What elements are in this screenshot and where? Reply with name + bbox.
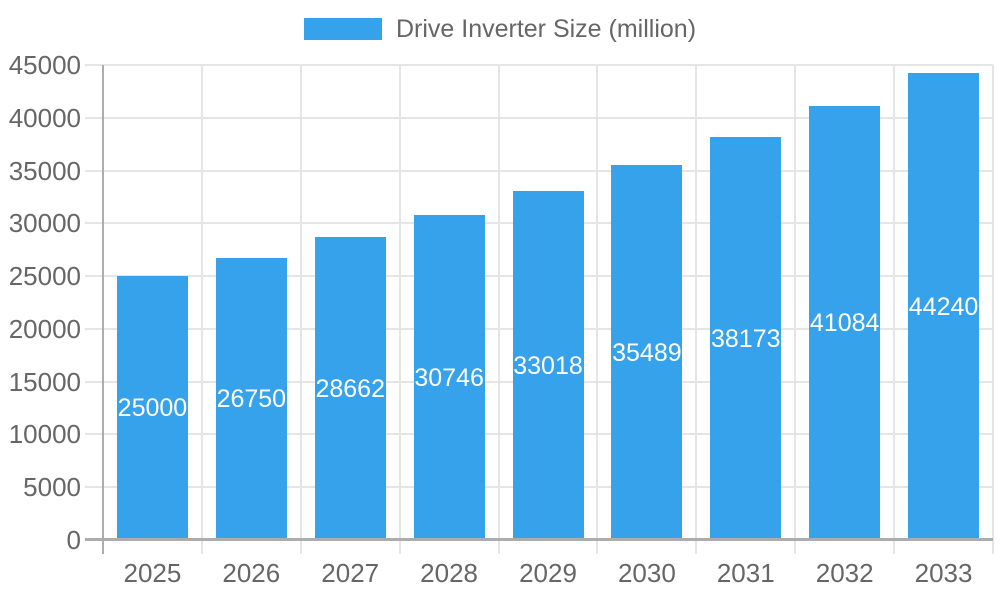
x-axis-line: [85, 538, 993, 541]
legend: Drive Inverter Size (million): [0, 14, 1000, 44]
bar-value-label: 25000: [117, 394, 188, 423]
y-gridline: [85, 116, 993, 119]
bar-value-label: 30746: [414, 363, 484, 392]
y-tick-label: 15000: [8, 366, 81, 397]
bar-2028: [413, 215, 485, 540]
bar-2025: [116, 276, 188, 540]
y-tick-label: 35000: [8, 155, 81, 186]
x-tick-label: 2029: [519, 558, 577, 588]
x-gridline: [992, 65, 994, 554]
y-tick-label: 45000: [8, 50, 81, 80]
y-gridline: [85, 169, 993, 172]
x-gridline: [695, 65, 698, 554]
x-tick-label: 2031: [716, 558, 775, 588]
bar-2030: [611, 165, 683, 540]
bar-2027: [314, 237, 386, 540]
x-gridline: [794, 65, 797, 554]
x-gridline: [299, 65, 302, 554]
bar-value-label: 38173: [711, 324, 781, 353]
bar-value-label: 44240: [908, 292, 979, 321]
y-tick-label: 5000: [23, 472, 81, 503]
y-axis-line: [102, 65, 104, 554]
x-gridline: [200, 65, 203, 554]
x-tick-label: 2026: [222, 558, 281, 588]
y-gridline: [85, 64, 993, 66]
y-tick-label: 25000: [8, 261, 81, 292]
y-tick-label: 20000: [8, 313, 81, 344]
x-tick-label: 2027: [321, 558, 380, 588]
bar-2029: [512, 191, 584, 540]
legend-label: Drive Inverter Size (million): [395, 15, 697, 43]
y-tick-label: 0: [66, 525, 81, 555]
bar-value-label: 26750: [216, 384, 287, 413]
y-tick-label: 40000: [8, 102, 81, 133]
legend-swatch: [303, 18, 382, 40]
x-tick-label: 2025: [123, 558, 182, 588]
x-tick-label: 2030: [617, 558, 676, 588]
y-tick-label: 30000: [8, 208, 81, 239]
x-gridline: [893, 65, 896, 554]
bar-value-label: 35489: [612, 338, 682, 367]
x-gridline: [596, 65, 599, 554]
bar-value-label: 41084: [809, 309, 880, 338]
x-tick-label: 2032: [815, 558, 874, 588]
bar-2033: [908, 73, 980, 540]
x-tick-label: 2033: [914, 558, 973, 588]
legend-item[interactable]: Drive Inverter Size (million): [303, 14, 697, 44]
bar-value-label: 33018: [513, 351, 583, 380]
bar-2026: [215, 257, 287, 540]
x-tick-label: 2028: [420, 558, 479, 588]
bar-2032: [809, 106, 881, 540]
x-gridline: [497, 65, 500, 554]
x-gridline: [398, 65, 401, 554]
y-tick-label: 10000: [8, 419, 81, 450]
bar-value-label: 28662: [315, 374, 385, 403]
bar-2031: [710, 137, 782, 540]
